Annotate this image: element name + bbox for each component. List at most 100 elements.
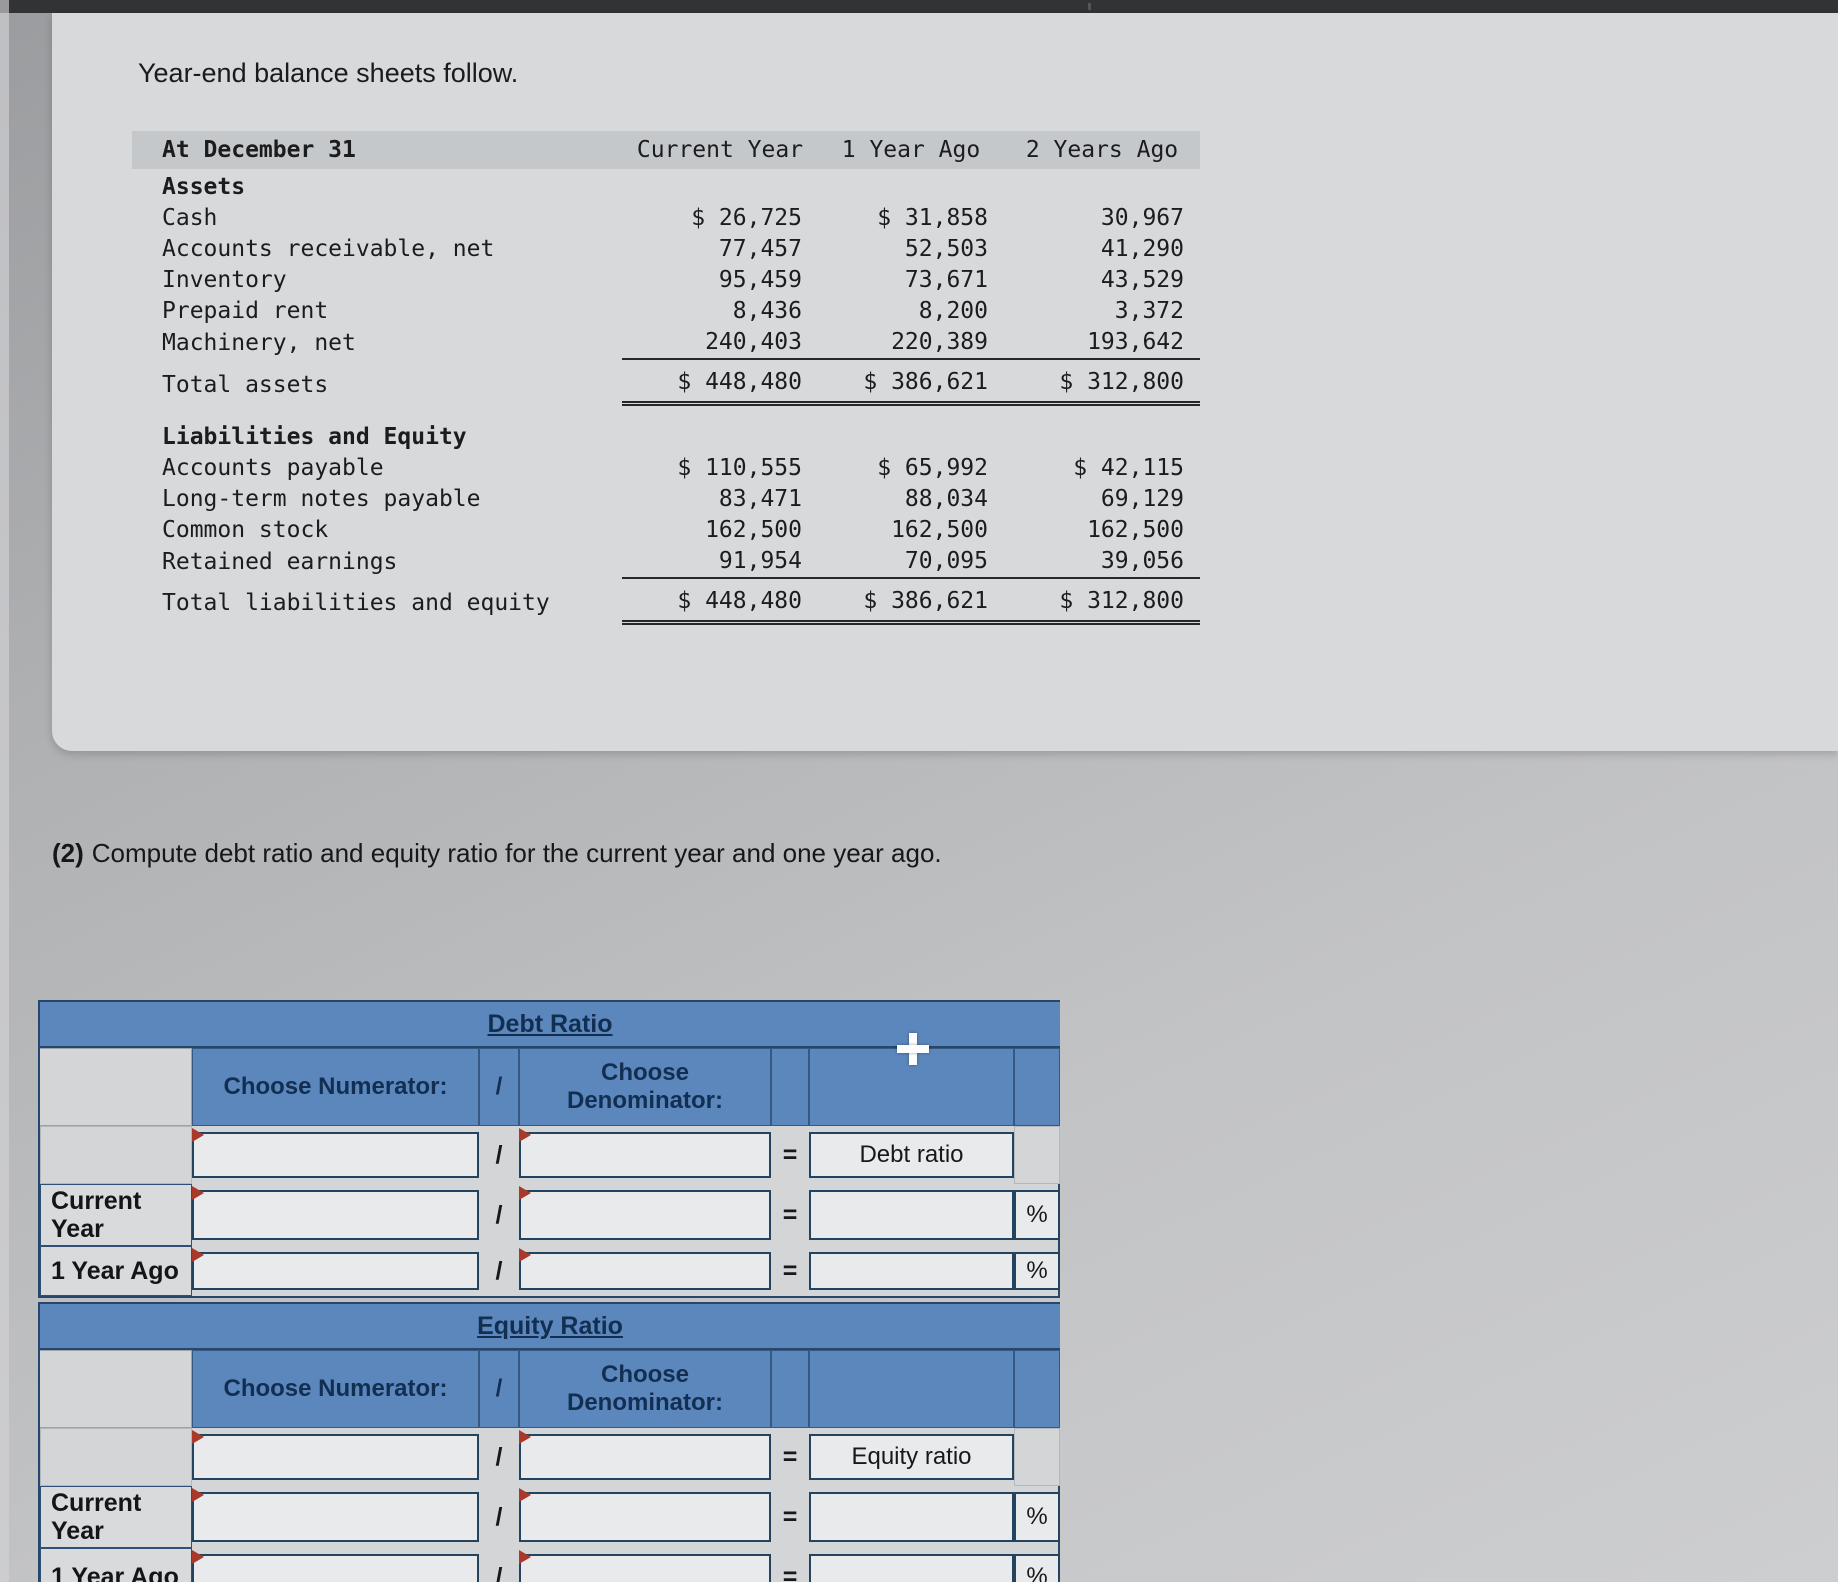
- cell-1yr: $ 386,621: [818, 577, 1004, 625]
- denominator-select[interactable]: [519, 1488, 771, 1542]
- row-label-current-year: Current Year: [40, 1184, 192, 1246]
- cell-2yr: $ 312,800: [1004, 577, 1200, 625]
- section-row-liabilities-equity: Liabilities and Equity: [132, 404, 1200, 453]
- row-label: Machinery, net: [162, 330, 356, 356]
- cell-1yr: 8,200: [918, 298, 988, 324]
- equity-ratio-title: Equity Ratio: [40, 1304, 1060, 1350]
- denominator-select[interactable]: [519, 1248, 771, 1290]
- equals-sign: =: [771, 1184, 809, 1246]
- balance-sheet-table: At December 31 Current Year 1 Year Ago 2…: [132, 131, 1200, 625]
- equals-sign: =: [771, 1486, 809, 1548]
- question-number: (2): [52, 838, 84, 868]
- numerator-select[interactable]: [192, 1128, 479, 1178]
- row-label: Total liabilities and equity: [162, 590, 550, 616]
- dropdown-marker-icon: [519, 1550, 531, 1564]
- dropdown-marker-icon: [192, 1128, 204, 1142]
- header-empty-cell: [1014, 1048, 1060, 1126]
- dropdown-marker-icon: [192, 1488, 204, 1502]
- cell-2yr: 43,529: [1100, 267, 1184, 293]
- cell-2yr: 41,290: [1100, 236, 1184, 262]
- col-header-1-year-ago: 1 Year Ago: [841, 136, 981, 163]
- cell-1yr: 73,671: [904, 267, 988, 293]
- percent-sign: %: [1014, 1492, 1060, 1542]
- table-row-long-term-notes: Long-term notes payable 83,471 88,034 69…: [132, 484, 1200, 515]
- cell: [622, 404, 818, 453]
- cell-1yr: $ 31,858: [877, 205, 988, 231]
- equals-sign: =: [771, 1548, 809, 1582]
- percent-spacer-cell: [1014, 1428, 1060, 1486]
- row-label: Liabilities and Equity: [162, 423, 467, 450]
- header-empty-cell: [1014, 1350, 1060, 1428]
- cell-1yr: 52,503: [904, 236, 988, 262]
- question-body: Compute debt ratio and equity ratio for …: [91, 838, 942, 868]
- cell-current: 95,459: [718, 267, 802, 293]
- cell-current: 91,954: [622, 545, 818, 579]
- cell-1yr: $ 386,621: [818, 359, 1004, 406]
- cell: [818, 404, 1004, 453]
- table-row-cash: Cash $ 26,725 $ 31,858 30,967: [132, 203, 1200, 234]
- row-label: Inventory: [162, 267, 287, 293]
- slash-separator: /: [479, 1246, 519, 1296]
- debt-ratio-table: Debt Ratio Choose Numerator: / Choose De…: [38, 1000, 1060, 1298]
- row-label: Long-term notes payable: [162, 485, 481, 512]
- numerator-select[interactable]: [192, 1248, 479, 1290]
- equals-sign: =: [771, 1428, 809, 1486]
- cell: [818, 169, 1004, 203]
- percent-sign: %: [1014, 1190, 1060, 1240]
- numerator-select[interactable]: [192, 1550, 479, 1582]
- numerator-select[interactable]: [192, 1488, 479, 1542]
- dropdown-marker-icon: [519, 1248, 531, 1262]
- cell-1yr: 88,034: [904, 485, 988, 512]
- cell-2yr: 30,967: [1100, 205, 1184, 231]
- cell-current: 8,436: [732, 298, 802, 324]
- ratio-result-label: Equity ratio: [809, 1434, 1014, 1480]
- dropdown-marker-icon: [519, 1186, 531, 1200]
- slash-header-cell: /: [479, 1350, 519, 1428]
- col-header-current-year: Current Year: [636, 136, 804, 163]
- numerator-select[interactable]: [192, 1186, 479, 1240]
- numerator-select[interactable]: [192, 1430, 479, 1480]
- col-header-2-years-ago: 2 Years Ago: [1025, 136, 1179, 163]
- percent-spacer-cell: [1014, 1126, 1060, 1184]
- cell-current: $ 448,480: [622, 359, 818, 406]
- cell-current: 162,500: [705, 516, 802, 543]
- row-label-current-year: Current Year: [40, 1486, 192, 1548]
- cell-1yr: 162,500: [891, 516, 988, 543]
- header-empty-cell: [771, 1048, 809, 1126]
- cell-2yr: 3,372: [1114, 298, 1184, 324]
- row-spacer-cell: [40, 1428, 192, 1486]
- table-row-common-stock: Common stock 162,500 162,500 162,500: [132, 515, 1200, 546]
- denominator-select[interactable]: [519, 1186, 771, 1240]
- table-row-accounts-receivable: Accounts receivable, net 77,457 52,503 4…: [132, 234, 1200, 265]
- row-label: Assets: [162, 174, 246, 200]
- denominator-select[interactable]: [519, 1550, 771, 1582]
- cell: [1004, 169, 1200, 203]
- row-label-1-year-ago: 1 Year Ago: [40, 1246, 192, 1296]
- dropdown-marker-icon: [192, 1550, 204, 1564]
- section-row-assets: Assets: [132, 169, 1200, 203]
- cell-2yr: $ 42,115: [1073, 454, 1184, 481]
- balance-sheet-header-row: At December 31 Current Year 1 Year Ago 2…: [132, 131, 1200, 169]
- choose-denominator-header: Choose Denominator:: [519, 1048, 771, 1126]
- table-row-accounts-payable: Accounts payable $ 110,555 $ 65,992 $ 42…: [132, 453, 1200, 484]
- header-empty-cell: [771, 1350, 809, 1428]
- row-label: Retained earnings: [162, 548, 398, 575]
- cell-2yr: 162,500: [1087, 516, 1184, 543]
- percent-sign: %: [1014, 1252, 1060, 1290]
- question-text: (2) Compute debt ratio and equity ratio f…: [52, 838, 942, 869]
- screen-left-edge: [0, 0, 9, 1582]
- row-label: Total assets: [162, 371, 329, 398]
- top-edge-artifact: [1088, 3, 1091, 10]
- cursor-crosshair-icon: [896, 1032, 930, 1066]
- table-row-inventory: Inventory 95,459 73,671 43,529: [132, 265, 1200, 296]
- screen-top-edge: [0, 0, 1838, 13]
- row-spacer-cell: [40, 1126, 192, 1184]
- header-empty-cell: [809, 1033, 1014, 1126]
- date-header: At December 31: [162, 136, 356, 163]
- dropdown-marker-icon: [192, 1430, 204, 1444]
- denominator-select[interactable]: [519, 1430, 771, 1480]
- denominator-select[interactable]: [519, 1128, 771, 1178]
- cell-current: $ 110,555: [677, 454, 802, 481]
- cell-current: $ 448,480: [622, 577, 818, 625]
